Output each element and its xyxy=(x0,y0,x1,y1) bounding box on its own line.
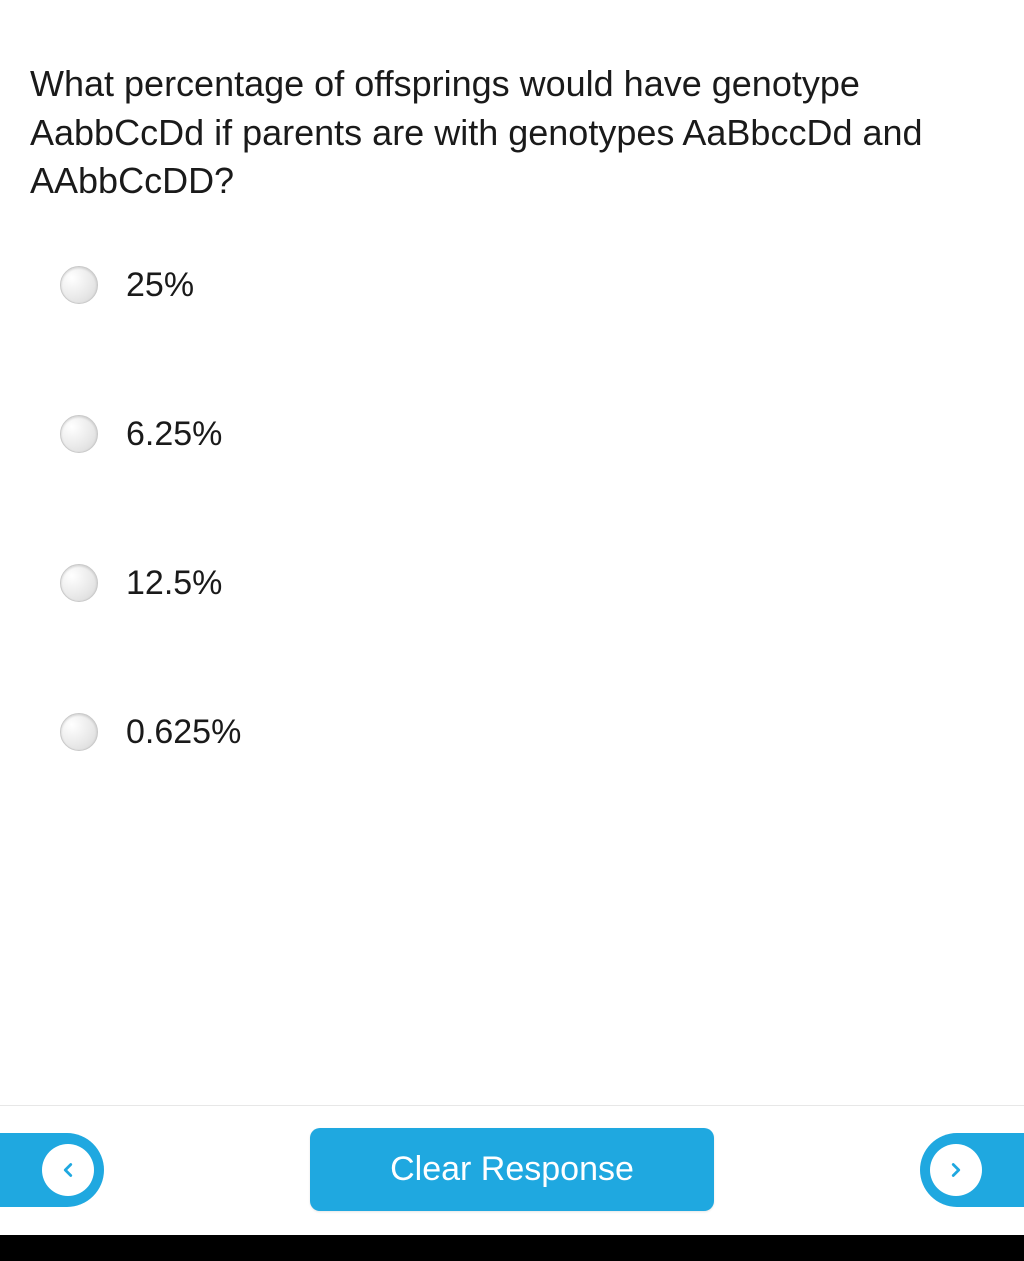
radio-icon[interactable] xyxy=(60,713,98,751)
question-text: What percentage of offsprings would have… xyxy=(30,60,994,206)
chevron-left-icon xyxy=(42,1144,94,1196)
option-row[interactable]: 12.5% xyxy=(60,564,994,603)
option-row[interactable]: 0.625% xyxy=(60,713,994,752)
option-label: 12.5% xyxy=(126,564,222,603)
options-list: 25% 6.25% 12.5% 0.625% xyxy=(0,226,1024,1085)
option-label: 6.25% xyxy=(126,415,222,454)
chevron-right-icon xyxy=(930,1144,982,1196)
clear-response-button[interactable]: Clear Response xyxy=(310,1128,714,1211)
next-wrap xyxy=(920,1133,1024,1207)
question-area: What percentage of offsprings would have… xyxy=(0,0,1024,226)
option-row[interactable]: 25% xyxy=(60,266,994,305)
next-button[interactable] xyxy=(920,1133,1024,1207)
option-label: 0.625% xyxy=(126,713,241,752)
footer-bar: Clear Response xyxy=(0,1106,1024,1235)
prev-wrap xyxy=(0,1133,104,1207)
option-label: 25% xyxy=(126,266,194,305)
radio-icon[interactable] xyxy=(60,266,98,304)
prev-button[interactable] xyxy=(0,1133,104,1207)
radio-icon[interactable] xyxy=(60,415,98,453)
option-row[interactable]: 6.25% xyxy=(60,415,994,454)
bottom-black-bar xyxy=(0,1235,1024,1261)
radio-icon[interactable] xyxy=(60,564,98,602)
quiz-container: What percentage of offsprings would have… xyxy=(0,0,1024,1261)
